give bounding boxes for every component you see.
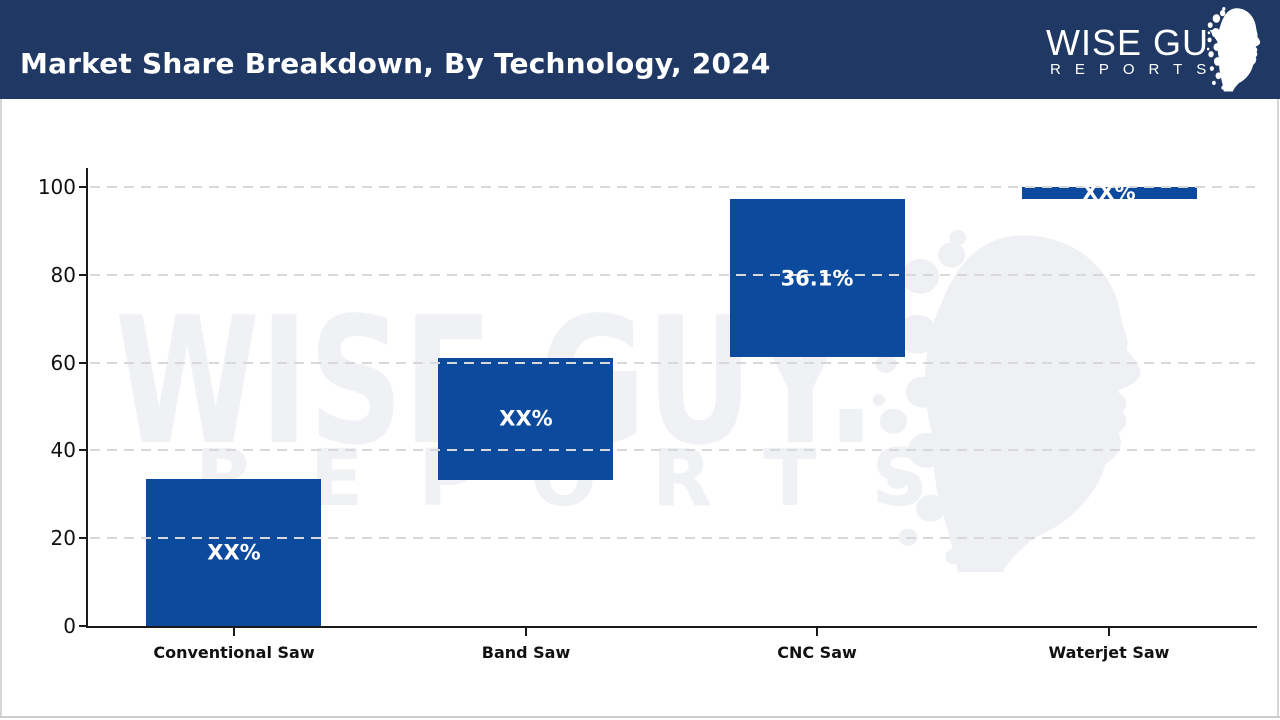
wiseguy-logo-face-icon bbox=[1206, 6, 1261, 92]
chart-title: Market Share Breakdown, By Technology, 2… bbox=[20, 47, 771, 80]
bar-value-label-band-saw: XX% bbox=[499, 406, 553, 431]
y-gridline-100 bbox=[90, 186, 1255, 188]
y-gridline-40 bbox=[90, 449, 1255, 451]
bar-value-label-cnc-saw: 36.1% bbox=[780, 266, 854, 291]
frame-border-bottom bbox=[0, 716, 1280, 718]
x-tick-band-saw bbox=[525, 627, 527, 636]
x-axis-line bbox=[86, 626, 1257, 628]
y-tick-label-80: 80 bbox=[50, 263, 76, 287]
y-axis-line bbox=[86, 168, 88, 628]
bar-value-label-waterjet-saw: XX% bbox=[1082, 180, 1136, 205]
x-axis-label-waterjet-saw: Waterjet Saw bbox=[1048, 643, 1170, 662]
y-tick-label-100: 100 bbox=[37, 175, 76, 199]
frame-border-left bbox=[0, 99, 2, 716]
x-axis-label-band-saw: Band Saw bbox=[481, 643, 571, 662]
bar-band-saw bbox=[438, 358, 613, 480]
y-gridline-20 bbox=[90, 537, 1255, 539]
logo-reports-text: REPORTS bbox=[1050, 61, 1221, 78]
x-axis-label-conventional-saw: Conventional Saw bbox=[153, 643, 315, 662]
x-tick-cnc-saw bbox=[816, 627, 818, 636]
frame-border-right bbox=[1277, 99, 1279, 716]
bar-conventional-saw bbox=[146, 479, 321, 626]
y-gridline-60 bbox=[90, 362, 1255, 364]
wiseguy-logo: WISE GUY REPORTS bbox=[1000, 0, 1270, 99]
bar-cnc-saw bbox=[730, 199, 905, 357]
x-axis-label-cnc-saw: CNC Saw bbox=[777, 643, 857, 662]
y-tick-label-20: 20 bbox=[50, 526, 76, 550]
y-tick-100 bbox=[79, 186, 88, 188]
bar-value-label-conventional-saw: XX% bbox=[207, 540, 261, 565]
header-bar: Market Share Breakdown, By Technology, 2… bbox=[0, 0, 1280, 99]
y-tick-label-60: 60 bbox=[50, 351, 76, 375]
y-gridline-80 bbox=[90, 274, 1255, 276]
y-tick-40 bbox=[79, 449, 88, 451]
y-tick-20 bbox=[79, 537, 88, 539]
y-tick-label-40: 40 bbox=[50, 438, 76, 462]
y-tick-60 bbox=[79, 362, 88, 364]
x-tick-waterjet-saw bbox=[1108, 627, 1110, 636]
y-tick-label-0: 0 bbox=[63, 614, 76, 638]
bar-waterjet-saw bbox=[1022, 187, 1197, 199]
y-tick-0 bbox=[79, 625, 88, 627]
x-tick-conventional-saw bbox=[233, 627, 235, 636]
y-tick-80 bbox=[79, 274, 88, 276]
logo-wiseguy-text: WISE GUY bbox=[1046, 22, 1235, 63]
